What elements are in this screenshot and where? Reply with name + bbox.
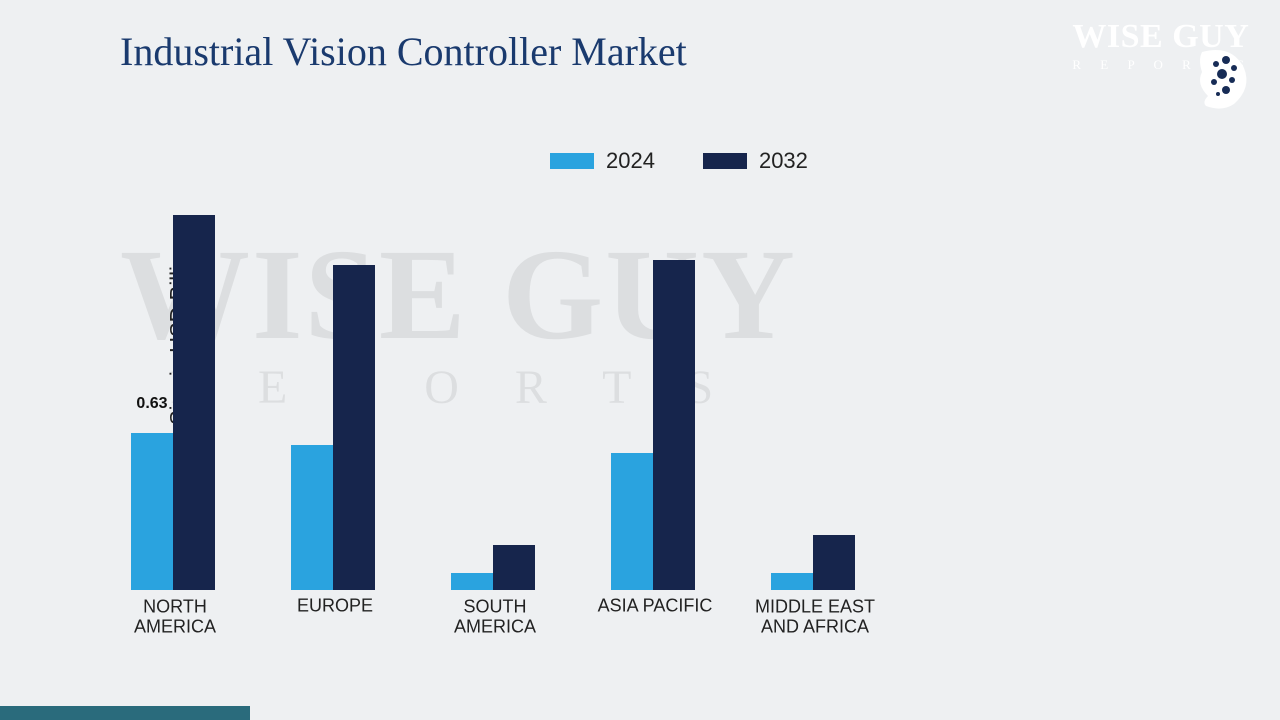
head-dots-icon — [1182, 44, 1252, 114]
page: WISE GUY R E P O R T S Industrial Vision… — [0, 0, 1280, 720]
legend-label: 2024 — [606, 148, 655, 174]
legend-swatch-icon — [703, 153, 747, 169]
legend-item-2024: 2024 — [550, 148, 655, 174]
legend-item-2032: 2032 — [703, 148, 808, 174]
bar-2024 — [291, 445, 333, 590]
bar-2024 — [771, 573, 813, 591]
bar-value-label: 0.63 — [136, 395, 167, 413]
bar-2032 — [333, 265, 375, 590]
bar-2024 — [131, 433, 173, 591]
bar-2032 — [173, 215, 215, 590]
bar-2032 — [653, 260, 695, 590]
legend: 2024 2032 — [550, 148, 808, 174]
chart-title: Industrial Vision Controller Market — [120, 28, 687, 75]
category-label: MIDDLE EAST AND AFRICA — [745, 596, 885, 637]
bar-2024 — [451, 573, 493, 591]
category-label: EUROPE — [265, 596, 405, 617]
category-label: ASIA PACIFIC — [585, 596, 725, 617]
bar-2032 — [813, 535, 855, 590]
legend-label: 2032 — [759, 148, 808, 174]
category-label: NORTH AMERICA — [105, 596, 245, 637]
category-label: SOUTH AMERICA — [425, 596, 565, 637]
legend-swatch-icon — [550, 153, 594, 169]
bar-2032 — [493, 545, 535, 590]
bar-chart: NORTH AMERICA0.63EUROPESOUTH AMERICAASIA… — [120, 190, 920, 590]
bar-2024 — [611, 453, 653, 591]
footer-accent-bar — [0, 706, 250, 720]
brand-logo: WISE GUY R E P O R T S — [1072, 20, 1252, 71]
